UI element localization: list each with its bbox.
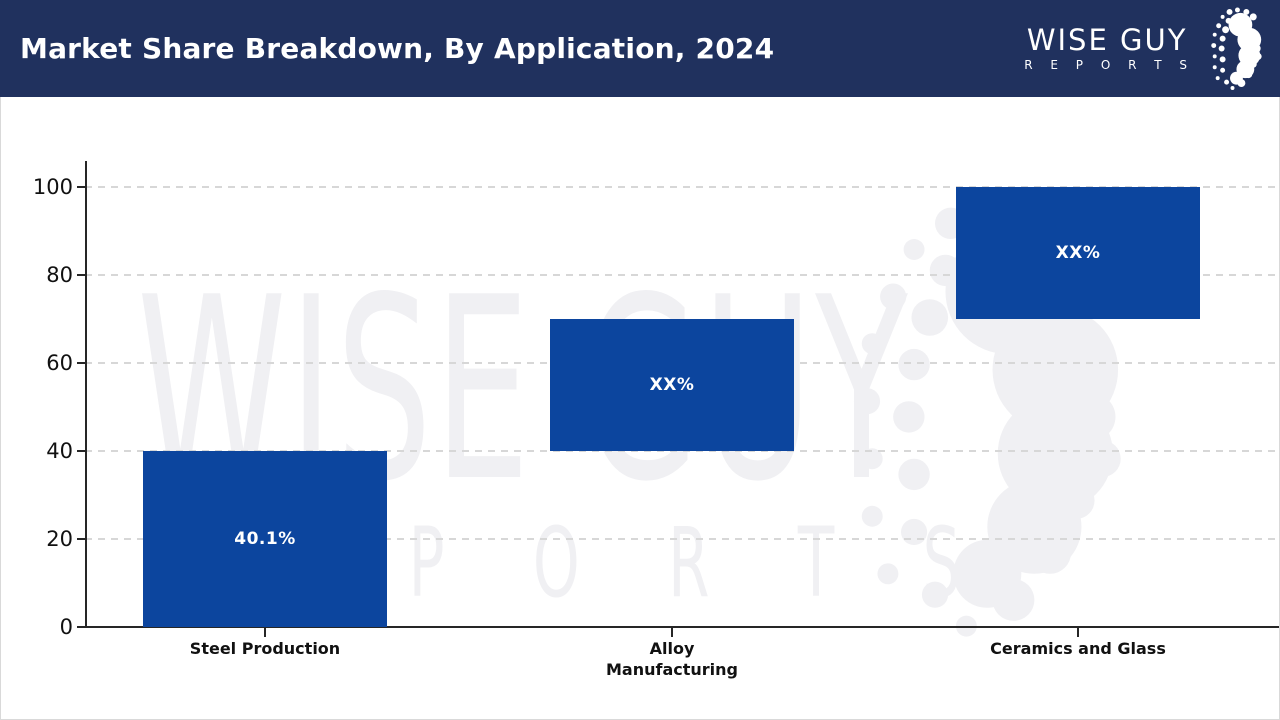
- x-tick-mark: [671, 628, 673, 637]
- gridline-20: [85, 538, 1279, 540]
- y-tick-mark: [77, 626, 85, 628]
- wise-guy-reports-logo: WISE GUY R E P O R T S: [1020, 6, 1266, 91]
- y-tick-label: 80: [46, 263, 73, 287]
- bar-value-label: 40.1%: [234, 528, 296, 549]
- y-tick-label: 40: [46, 439, 73, 463]
- bar-ceramics-and-glass: XX%: [956, 187, 1200, 319]
- y-tick-mark: [77, 538, 85, 540]
- bar-alloy-manufacturing: XX%: [550, 319, 794, 451]
- gridline-40: [85, 450, 1279, 452]
- page-title: Market Share Breakdown, By Application, …: [20, 32, 775, 65]
- logo-wordmark: WISE GUY: [1026, 22, 1188, 57]
- logo-subtitle: R E P O R T S: [1024, 58, 1194, 73]
- chart-area: WISE GUY R E P O R T S 0 20 40 60 80 100 40.1%…: [0, 97, 1280, 720]
- header-bar: Market Share Breakdown, By Application, …: [0, 0, 1280, 97]
- y-tick-mark: [77, 186, 85, 188]
- y-tick-label: 60: [46, 351, 73, 375]
- x-axis-spine: [85, 626, 1279, 628]
- y-tick-mark: [77, 362, 85, 364]
- bar-value-label: XX%: [1055, 243, 1101, 263]
- gridline-80: [85, 274, 1279, 276]
- plot-area: 0 20 40 60 80 100 40.1% Steel Production XX% Allo…: [1, 97, 1279, 719]
- x-category-label: Steel Production: [189, 639, 341, 658]
- y-tick-label: 0: [59, 615, 73, 639]
- x-category-label: Alloy Manufacturing: [606, 639, 738, 679]
- logo-text: WISE GUY R E P O R T S: [1020, 22, 1194, 73]
- dotted-head-icon: [1211, 6, 1262, 90]
- x-category-label: Ceramics and Glass: [990, 639, 1166, 658]
- y-tick-mark: [77, 450, 85, 452]
- gridline-100: [85, 186, 1279, 188]
- bar-steel-production: 40.1%: [143, 450, 387, 627]
- x-tick-mark: [264, 628, 266, 637]
- bar-value-label: XX%: [649, 374, 695, 395]
- y-tick-label: 20: [46, 527, 73, 551]
- y-tick-mark: [77, 274, 85, 276]
- y-axis-spine: [85, 161, 87, 628]
- y-tick-label: 100: [32, 175, 73, 199]
- x-tick-mark: [1077, 628, 1079, 637]
